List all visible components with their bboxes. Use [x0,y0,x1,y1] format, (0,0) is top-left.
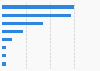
Bar [2,46,6,49]
Bar [2,14,70,17]
Bar [2,22,43,25]
Bar [2,38,12,41]
Bar [2,30,23,33]
Bar [2,54,6,57]
Bar [2,5,74,9]
Bar [2,62,6,66]
